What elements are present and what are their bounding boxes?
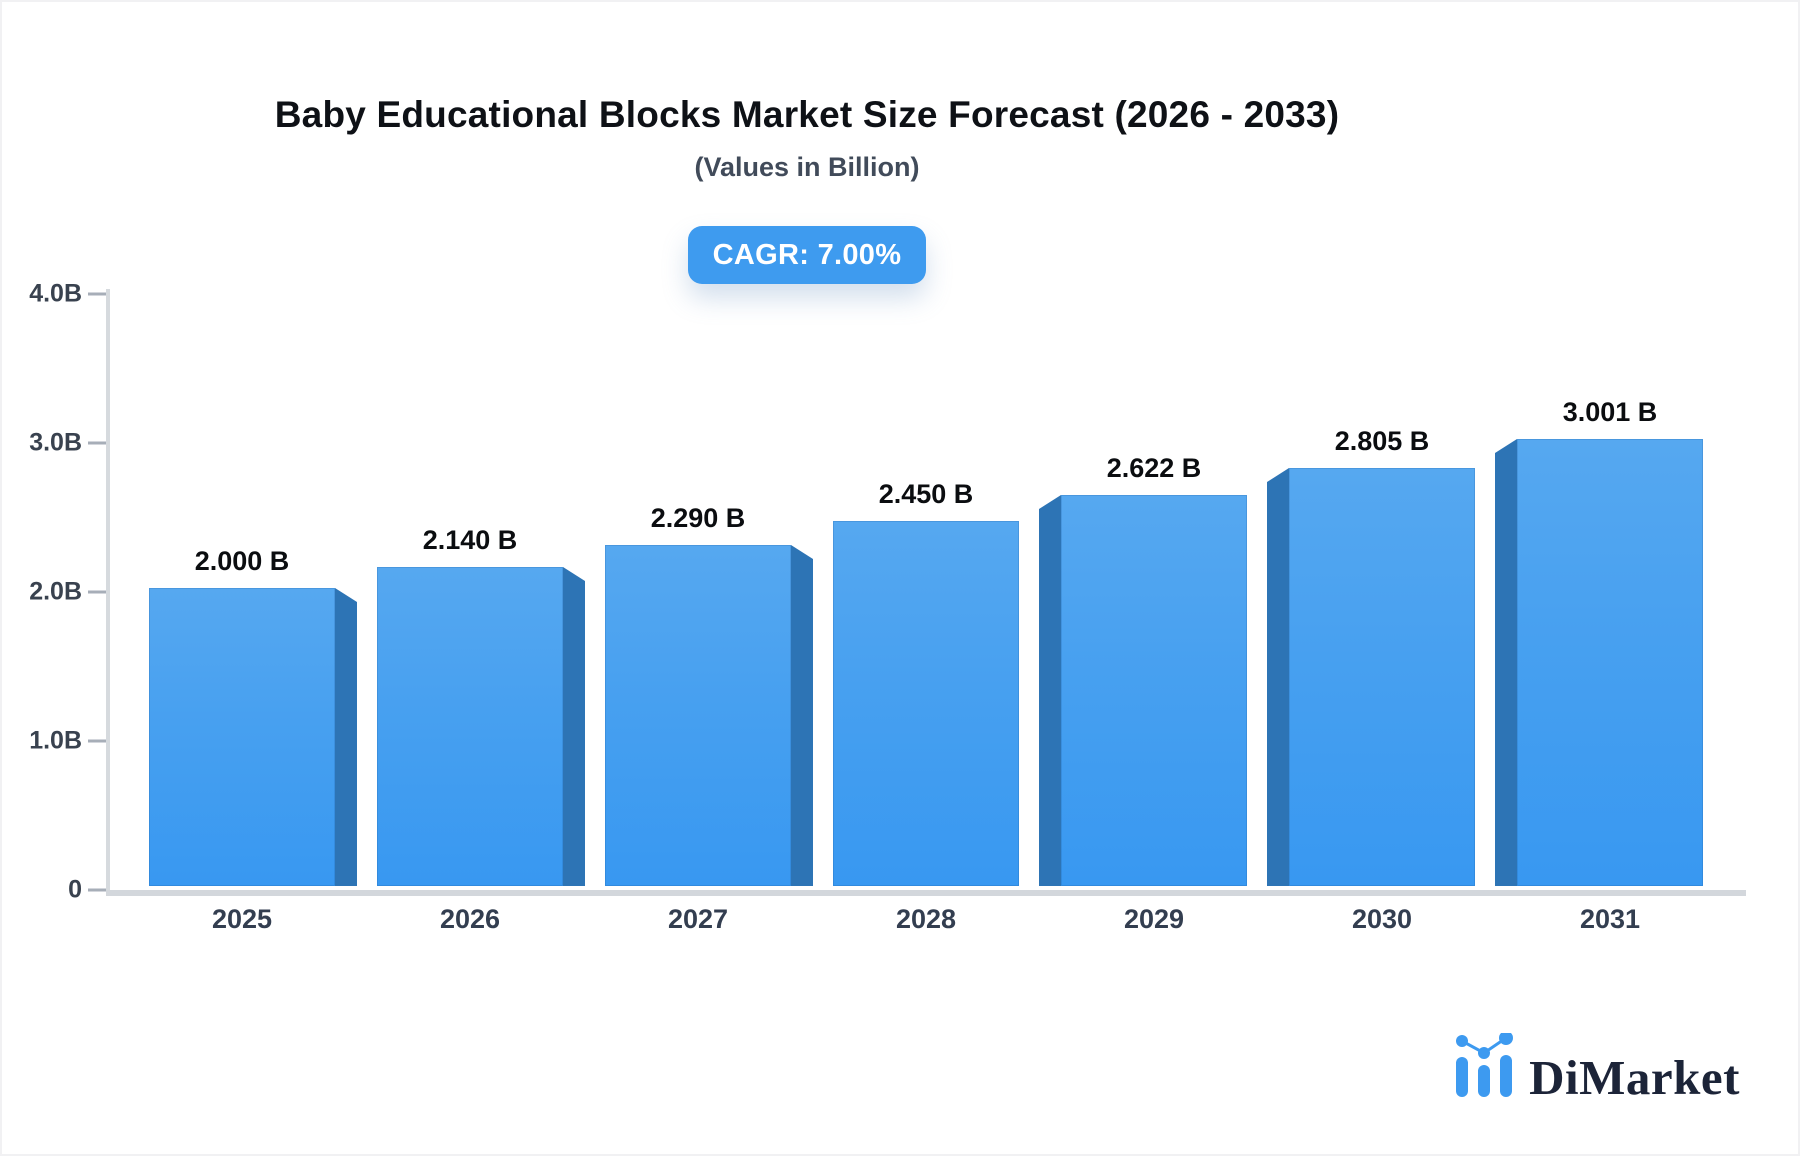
x-axis-baseline (106, 890, 1746, 896)
bar-side-face (1267, 468, 1289, 886)
x-axis-label-2031: 2031 (1579, 904, 1641, 934)
bar-side-face (335, 588, 357, 886)
y-axis-tick-mark (88, 590, 106, 594)
bar-value-label: 2.140 B (422, 525, 518, 555)
x-axis-label-2025: 2025 (211, 904, 273, 934)
bar-2031: 3.001 B (1495, 397, 1703, 886)
bar-value-label: 2.805 B (1334, 426, 1430, 456)
chart-header: Baby Educational Blocks Market Size Fore… (2, 94, 1612, 183)
bar-value-label: 2.000 B (194, 546, 290, 576)
mini-bar-chart-icon (1455, 1031, 1515, 1102)
bar-side-face (791, 545, 813, 886)
x-axis-label-2030: 2030 (1351, 904, 1413, 934)
x-axis-label-2029: 2029 (1123, 904, 1185, 934)
y-axis-line (106, 289, 110, 894)
bar-front-face (833, 521, 1019, 886)
bar-front-face (1517, 439, 1703, 886)
bar-front-face (605, 545, 791, 886)
x-axis-label-2028: 2028 (895, 904, 957, 934)
y-axis-tick-label: 4.0B (29, 279, 82, 308)
chart-title: Baby Educational Blocks Market Size Fore… (274, 94, 1340, 135)
bar-2029: 2.622 B (1039, 453, 1247, 886)
bar-2030: 2.805 B (1267, 426, 1475, 886)
bar-value-label: 3.001 B (1562, 397, 1658, 427)
bar-2025: 2.000 B (149, 546, 357, 886)
bar-side-face (1495, 439, 1517, 886)
bar-front-face (1061, 495, 1247, 886)
bar-front-face (1289, 468, 1475, 886)
y-axis-tick-mark (88, 739, 106, 743)
bar-2028: 2.450 B (833, 479, 1019, 886)
x-axis-label-2027: 2027 (667, 904, 729, 934)
bar-side-face (1039, 495, 1061, 886)
y-axis-tick-label: 3.0B (29, 428, 82, 457)
y-axis-tick-label: 0 (68, 875, 82, 904)
y-axis-tick-label: 1.0B (29, 726, 82, 755)
bar-front-face (377, 567, 563, 886)
bar-2026: 2.140 B (377, 525, 585, 886)
bar-side-face (563, 567, 585, 886)
bar-2027: 2.290 B (605, 503, 813, 886)
brand-name: DiMarket (1529, 1050, 1740, 1105)
cagr-badge: CAGR: 7.00% (688, 226, 926, 284)
brand-logo: DiMarket (1455, 1031, 1740, 1105)
y-axis-tick-label: 2.0B (29, 577, 82, 606)
cagr-badge-label: CAGR: 7.00% (712, 238, 902, 271)
bar-value-label: 2.290 B (650, 503, 746, 533)
y-axis-tick-mark (88, 292, 106, 296)
y-axis-tick-mark (88, 888, 106, 892)
y-axis-tick-mark (88, 441, 106, 445)
x-axis-label-2026: 2026 (439, 904, 501, 934)
bar-value-label: 2.622 B (1106, 453, 1202, 483)
bar-value-label: 2.450 B (878, 479, 974, 509)
chart-subtitle: (Values in Billion) (694, 152, 920, 182)
bar-front-face (149, 588, 335, 886)
